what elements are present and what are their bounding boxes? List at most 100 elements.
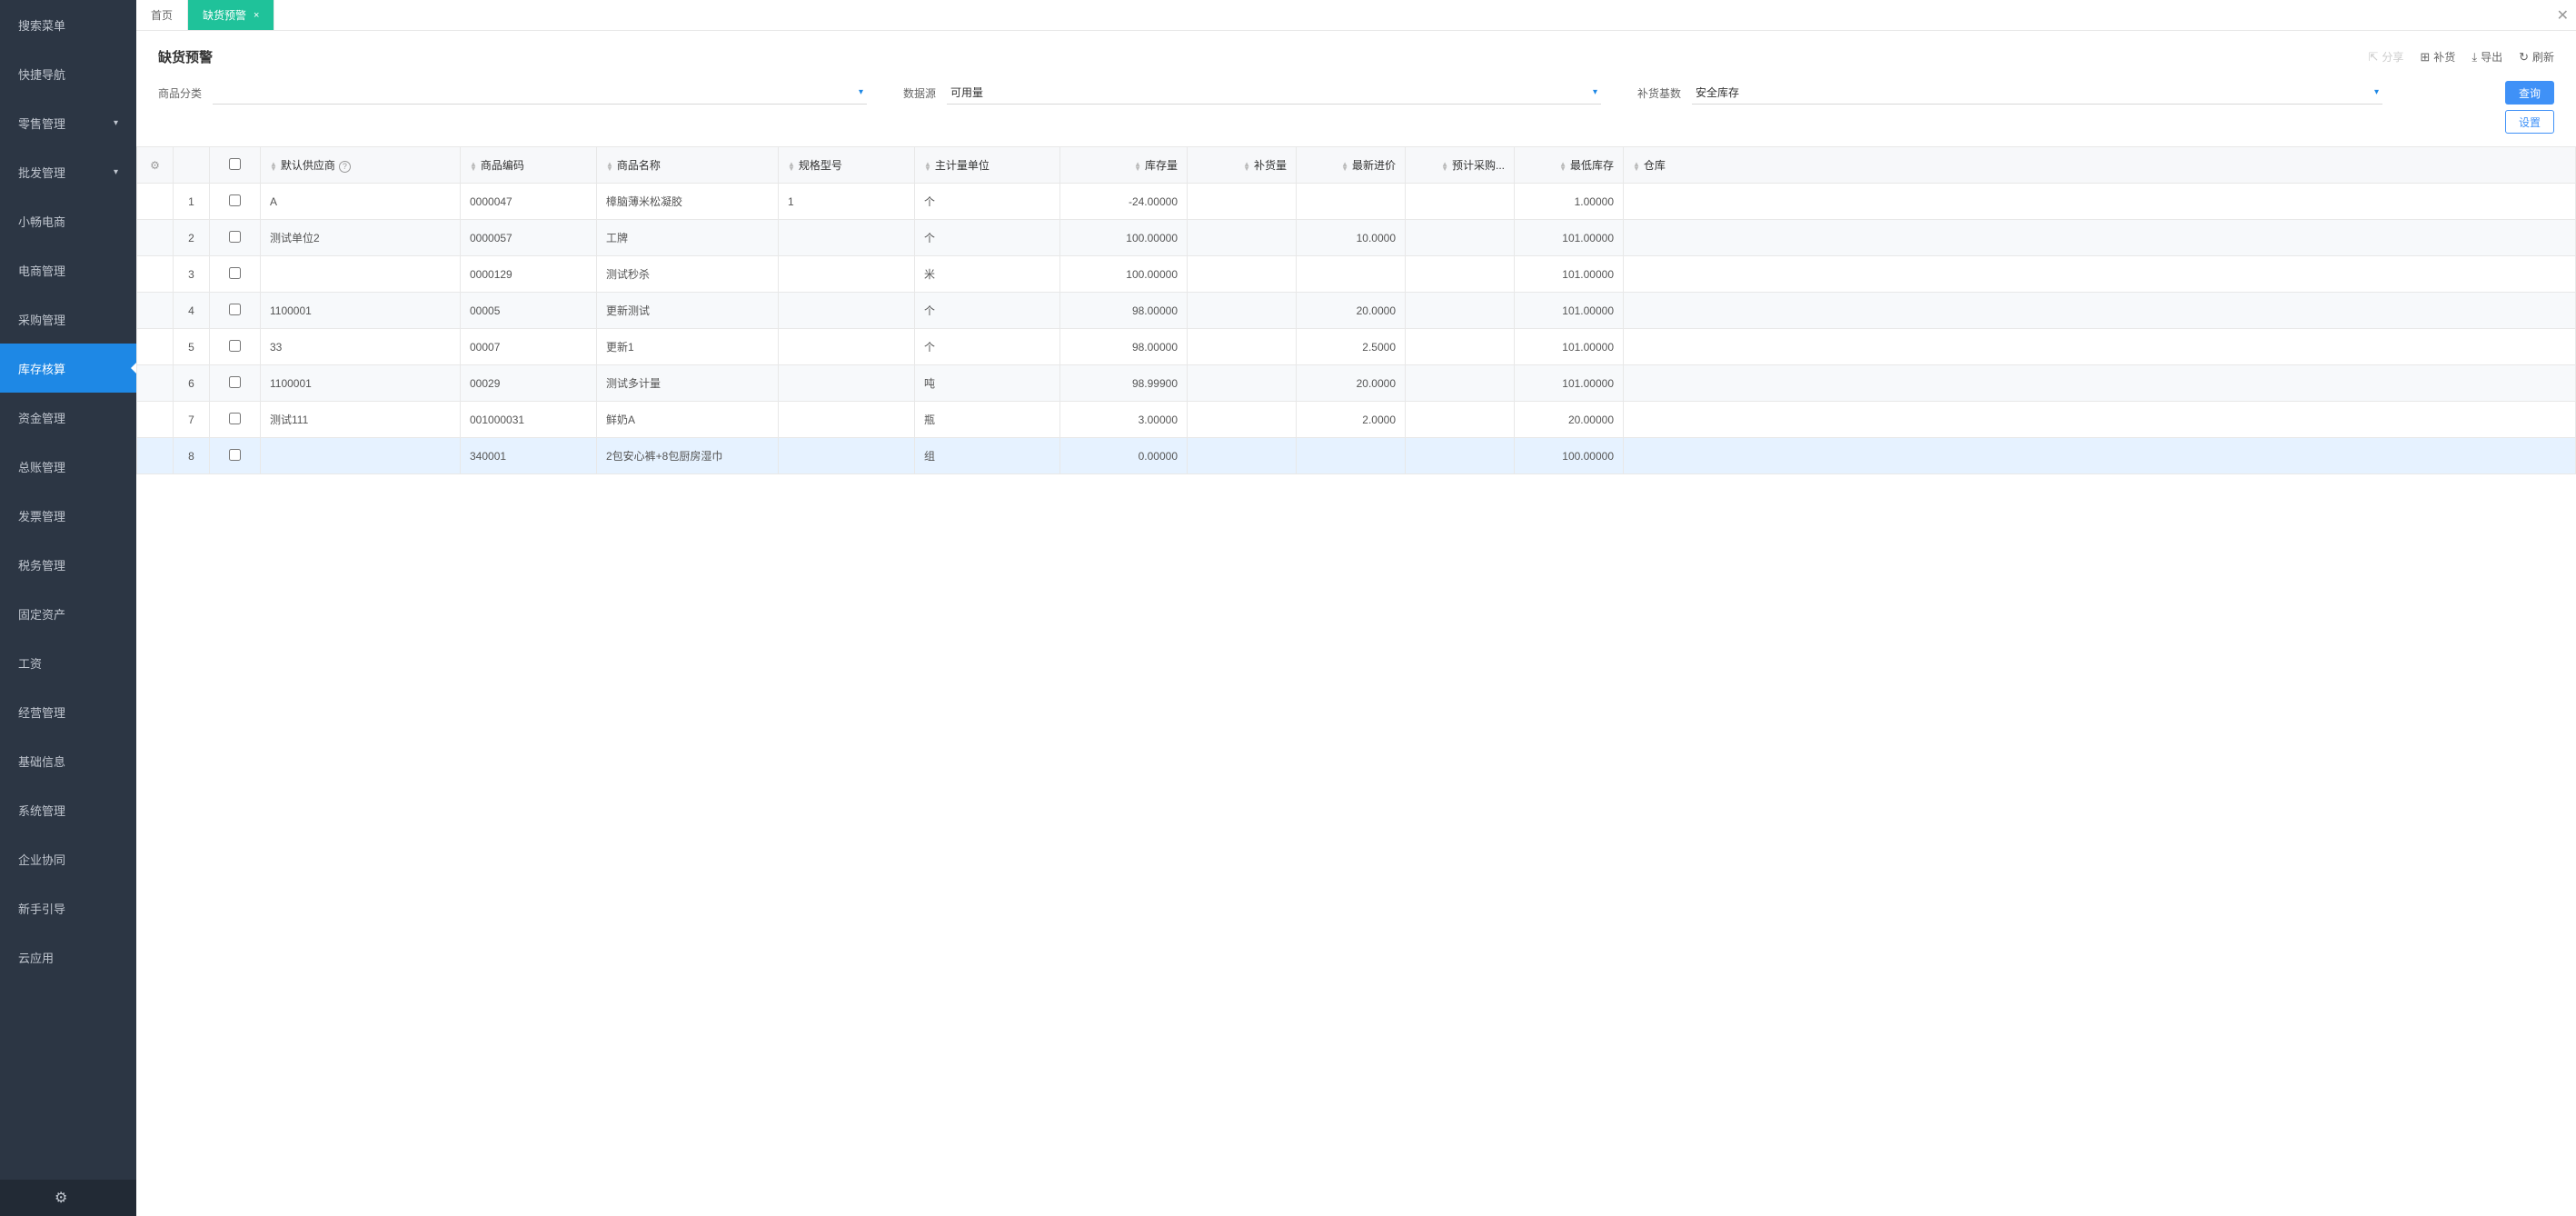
page-title: 缺货预警 <box>158 47 213 66</box>
column-min-stock[interactable]: ▲▼最低库存 <box>1515 147 1624 184</box>
table-row[interactable]: 30000129测试秒杀米100.00000101.00000 <box>137 256 2576 293</box>
sidebar-item-label: 总账管理 <box>18 458 65 475</box>
query-button[interactable]: 查询 <box>2505 81 2554 105</box>
row-checkbox[interactable] <box>229 267 241 279</box>
row-checkbox[interactable] <box>229 413 241 424</box>
filter-bar: 商品分类 ▾ 数据源 可用量 ▾ 补货基数 安全库存 ▾ <box>136 77 2576 146</box>
table-row[interactable]: 83400012包安心裤+8包厨房湿巾组0.00000100.00000 <box>137 438 2576 474</box>
cell-name: 樟脑薄米松凝胶 <box>597 184 779 220</box>
cell-unit: 瓶 <box>915 402 1060 438</box>
cell-replenish <box>1188 220 1297 256</box>
column-checkbox-all[interactable] <box>210 147 261 184</box>
cell-code: 00029 <box>461 365 597 402</box>
cell-replenish <box>1188 256 1297 293</box>
tab-close-icon[interactable]: × <box>254 10 259 21</box>
table-row[interactable]: 4110000100005更新测试个98.0000020.0000101.000… <box>137 293 2576 329</box>
sidebar-item-19[interactable]: 云应用 <box>0 932 136 982</box>
cell-latest-price: 2.0000 <box>1297 402 1406 438</box>
sidebar-item-label: 库存核算 <box>18 360 65 377</box>
select-all-checkbox[interactable] <box>229 158 241 170</box>
sidebar-item-17[interactable]: 企业协同 <box>0 834 136 883</box>
close-all-tabs[interactable]: ✕ <box>2557 6 2569 25</box>
cell-warehouse <box>1624 365 2576 402</box>
export-action[interactable]: ⤓ 导出 <box>2472 49 2502 65</box>
cell-replenish <box>1188 293 1297 329</box>
sidebar-item-13[interactable]: 工资 <box>0 638 136 687</box>
sidebar-item-0[interactable]: 搜索菜单 <box>0 0 136 49</box>
sidebar-item-15[interactable]: 基础信息 <box>0 736 136 785</box>
tab-1[interactable]: 缺货预警× <box>188 0 274 30</box>
tabbar: 首页缺货预警× ✕ <box>136 0 2576 31</box>
gear-icon: ⚙ <box>150 159 160 172</box>
sort-icon: ▲▼ <box>1633 162 1640 171</box>
sidebar-item-3[interactable]: 批发管理▾ <box>0 147 136 196</box>
refresh-action[interactable]: ↻ 刷新 <box>2519 49 2554 65</box>
sidebar-item-label: 云应用 <box>18 949 54 966</box>
row-gear <box>137 438 174 474</box>
sidebar-item-14[interactable]: 经营管理 <box>0 687 136 736</box>
column-warehouse[interactable]: ▲▼仓库 <box>1624 147 2576 184</box>
table-row[interactable]: 6110000100029测试多计量吨98.9990020.0000101.00… <box>137 365 2576 402</box>
sidebar-item-12[interactable]: 固定资产 <box>0 589 136 638</box>
column-settings[interactable]: ⚙ <box>137 147 174 184</box>
table-row[interactable]: 53300007更新1个98.000002.5000101.00000 <box>137 329 2576 365</box>
sidebar-item-label: 批发管理 <box>18 164 65 181</box>
column-unit[interactable]: ▲▼主计量单位 <box>915 147 1060 184</box>
close-icon: ✕ <box>2557 8 2569 24</box>
sidebar-item-6[interactable]: 采购管理 <box>0 294 136 344</box>
cell-code: 00005 <box>461 293 597 329</box>
cell-supplier: 33 <box>261 329 461 365</box>
sidebar-item-9[interactable]: 总账管理 <box>0 442 136 491</box>
sidebar-item-8[interactable]: 资金管理 <box>0 393 136 442</box>
cell-min-stock: 101.00000 <box>1515 329 1624 365</box>
sidebar-item-7[interactable]: 库存核算 <box>0 344 136 393</box>
column-supplier[interactable]: ▲▼默认供应商? <box>261 147 461 184</box>
row-checkbox[interactable] <box>229 231 241 243</box>
sidebar-item-1[interactable]: 快捷导航 <box>0 49 136 98</box>
sidebar-item-11[interactable]: 税务管理 <box>0 540 136 589</box>
column-stock[interactable]: ▲▼库存量 <box>1060 147 1188 184</box>
source-select[interactable]: 可用量 ▾ <box>947 81 1601 105</box>
replenish-action[interactable]: ⊞ 补货 <box>2420 49 2455 65</box>
cell-unit: 个 <box>915 184 1060 220</box>
sidebar-item-16[interactable]: 系统管理 <box>0 785 136 834</box>
cell-code: 340001 <box>461 438 597 474</box>
table-row[interactable]: 2测试单位20000057工牌个100.0000010.0000101.0000… <box>137 220 2576 256</box>
row-index: 8 <box>174 438 210 474</box>
cell-stock: 0.00000 <box>1060 438 1188 474</box>
cell-supplier: 测试111 <box>261 402 461 438</box>
info-icon[interactable]: ? <box>339 161 351 173</box>
basis-select[interactable]: 安全库存 ▾ <box>1692 81 2382 105</box>
cell-name: 测试秒杀 <box>597 256 779 293</box>
sidebar-item-4[interactable]: 小畅电商 <box>0 196 136 245</box>
row-checkbox[interactable] <box>229 340 241 352</box>
row-checkbox[interactable] <box>229 449 241 461</box>
column-replenish[interactable]: ▲▼补货量 <box>1188 147 1297 184</box>
row-checkbox[interactable] <box>229 304 241 315</box>
column-est-purchase[interactable]: ▲▼预计采购... <box>1406 147 1515 184</box>
row-checkbox[interactable] <box>229 194 241 206</box>
sidebar-item-5[interactable]: 电商管理 <box>0 245 136 294</box>
column-spec[interactable]: ▲▼规格型号 <box>779 147 915 184</box>
table-row[interactable]: 7测试111001000031鲜奶A瓶3.000002.000020.00000 <box>137 402 2576 438</box>
cell-supplier: 1100001 <box>261 365 461 402</box>
cell-supplier: 测试单位2 <box>261 220 461 256</box>
sidebar-item-18[interactable]: 新手引导 <box>0 883 136 932</box>
settings-button[interactable]: 设置 <box>2505 110 2554 134</box>
cell-code: 0000129 <box>461 256 597 293</box>
table-row[interactable]: 1A0000047樟脑薄米松凝胶1个-24.000001.00000 <box>137 184 2576 220</box>
column-name[interactable]: ▲▼商品名称 <box>597 147 779 184</box>
column-index <box>174 147 210 184</box>
cell-unit: 个 <box>915 329 1060 365</box>
sidebar-item-2[interactable]: 零售管理▾ <box>0 98 136 147</box>
cell-warehouse <box>1624 329 2576 365</box>
sort-icon: ▲▼ <box>470 162 477 171</box>
sidebar-settings[interactable]: ⚙ <box>0 1180 136 1216</box>
column-latest-price[interactable]: ▲▼最新进价 <box>1297 147 1406 184</box>
column-code[interactable]: ▲▼商品编码 <box>461 147 597 184</box>
category-select[interactable]: ▾ <box>213 81 867 105</box>
refresh-icon: ↻ <box>2519 50 2529 65</box>
row-checkbox[interactable] <box>229 376 241 388</box>
tab-0[interactable]: 首页 <box>136 0 188 30</box>
sidebar-item-10[interactable]: 发票管理 <box>0 491 136 540</box>
